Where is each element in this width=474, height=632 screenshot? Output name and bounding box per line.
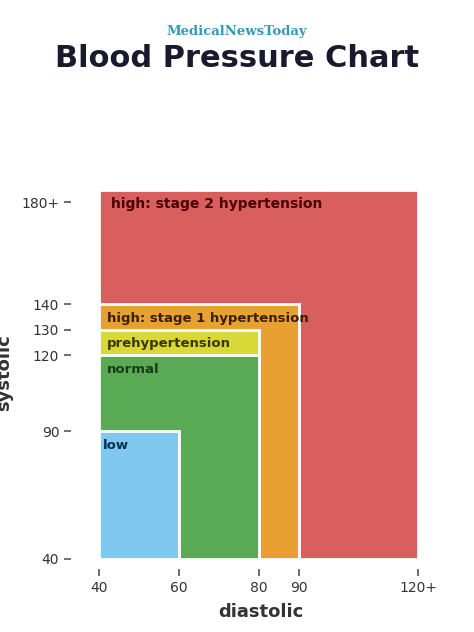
Polygon shape — [99, 355, 259, 559]
Y-axis label: systolic: systolic — [0, 334, 13, 411]
Polygon shape — [99, 190, 419, 559]
Text: prehypertension: prehypertension — [107, 337, 231, 350]
X-axis label: diastolic: diastolic — [218, 603, 303, 621]
Text: low: low — [103, 439, 129, 452]
Polygon shape — [99, 304, 299, 559]
Text: high: stage 2 hypertension: high: stage 2 hypertension — [111, 197, 322, 211]
Text: MedicalNewsToday: MedicalNewsToday — [167, 25, 307, 39]
Text: Blood Pressure Chart: Blood Pressure Chart — [55, 44, 419, 73]
Text: normal: normal — [107, 363, 160, 375]
Polygon shape — [99, 432, 179, 559]
Text: high: stage 1 hypertension: high: stage 1 hypertension — [107, 312, 309, 325]
Polygon shape — [99, 330, 259, 559]
